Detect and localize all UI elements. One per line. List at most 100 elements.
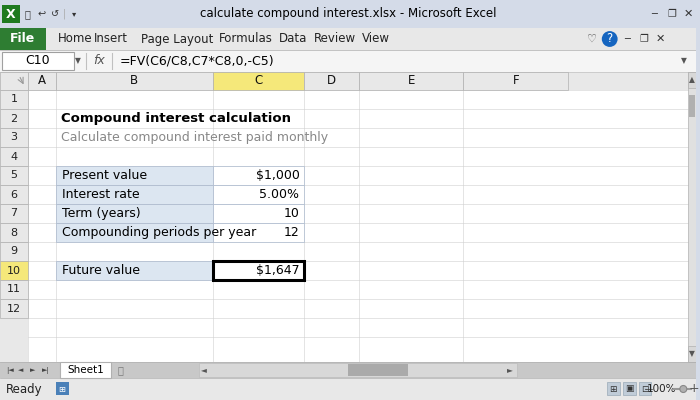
Text: calculate compound interest.xlsx - Microsoft Excel: calculate compound interest.xlsx - Micro…	[200, 8, 496, 20]
Text: ►: ►	[508, 366, 513, 374]
Bar	[0, 72, 696, 362]
Bar	[688, 72, 696, 362]
Bar	[0, 28, 696, 50]
Text: F: F	[512, 74, 519, 88]
Text: ►|: ►|	[42, 366, 50, 374]
Text: ▼: ▼	[681, 56, 687, 66]
Text: 10: 10	[284, 207, 300, 220]
Text: B: B	[130, 74, 139, 88]
Text: File: File	[10, 32, 36, 46]
Text: ◄: ◄	[201, 366, 206, 374]
Bar	[0, 223, 28, 242]
Bar	[213, 166, 304, 185]
Text: ▼: ▼	[690, 350, 695, 358]
Bar	[56, 72, 213, 90]
Bar	[0, 128, 28, 147]
Text: fx: fx	[94, 54, 105, 68]
Text: $1,647: $1,647	[256, 264, 300, 277]
Bar	[213, 204, 304, 223]
Bar	[56, 204, 213, 223]
Text: Data: Data	[279, 32, 307, 46]
Bar	[0, 280, 28, 299]
Text: ↩: ↩	[38, 9, 46, 19]
Text: View: View	[362, 32, 390, 46]
Bar	[2, 5, 20, 23]
Bar	[56, 261, 213, 280]
Bar	[638, 382, 652, 395]
Bar	[28, 72, 56, 90]
Text: 🖫: 🖫	[25, 9, 31, 19]
Bar	[359, 72, 463, 90]
Bar	[463, 72, 568, 90]
Text: D: D	[327, 74, 336, 88]
Bar	[0, 204, 28, 223]
Text: Page Layout: Page Layout	[141, 32, 214, 46]
Bar	[304, 72, 359, 90]
Bar	[607, 382, 620, 395]
Bar	[0, 72, 696, 90]
Text: ⊡: ⊡	[641, 384, 649, 394]
Bar	[348, 364, 408, 376]
Bar	[0, 378, 696, 400]
Bar	[0, 242, 28, 261]
Bar	[213, 72, 304, 90]
Text: 10: 10	[7, 266, 21, 276]
Bar	[0, 299, 28, 318]
Bar	[0, 28, 46, 50]
Text: =FV(C6/C8,C7*C8,0,-C5): =FV(C6/C8,C7*C8,0,-C5)	[120, 54, 274, 68]
Text: ↺: ↺	[50, 9, 59, 19]
Text: Interest rate: Interest rate	[62, 188, 139, 201]
Text: ►: ►	[30, 367, 35, 373]
Text: 6: 6	[10, 190, 18, 200]
Text: |◄: |◄	[6, 366, 14, 374]
Text: ♡: ♡	[587, 34, 597, 44]
Bar	[0, 147, 28, 166]
Text: X: X	[6, 8, 16, 20]
Text: Home: Home	[57, 32, 92, 46]
Text: E: E	[407, 74, 415, 88]
Text: 5.00%: 5.00%	[260, 188, 300, 201]
Bar	[688, 346, 696, 362]
Bar	[0, 0, 696, 28]
Bar	[0, 90, 28, 109]
Text: 1: 1	[10, 94, 18, 104]
Text: 3: 3	[10, 132, 18, 142]
Text: 12: 12	[7, 304, 21, 314]
Text: 9: 9	[10, 246, 18, 256]
Bar	[2, 52, 73, 70]
Text: Insert: Insert	[94, 32, 127, 46]
Text: ❐: ❐	[667, 9, 676, 19]
Text: A: A	[38, 74, 46, 88]
Text: +: +	[689, 382, 699, 396]
Text: 7: 7	[10, 208, 18, 218]
Text: ▼: ▼	[75, 56, 80, 66]
Bar	[0, 90, 28, 362]
Bar	[622, 382, 636, 395]
Bar	[0, 109, 28, 128]
Text: 100%: 100%	[647, 384, 676, 394]
Text: Review: Review	[314, 32, 356, 46]
Text: Formulas: Formulas	[219, 32, 273, 46]
Bar	[56, 223, 213, 242]
Text: ⊞: ⊞	[610, 384, 617, 394]
Text: ⊞: ⊞	[59, 384, 66, 394]
Text: C10: C10	[25, 54, 50, 68]
Text: ◄: ◄	[18, 367, 23, 373]
Text: ▣: ▣	[625, 384, 634, 394]
Text: ❐: ❐	[639, 34, 648, 44]
Bar	[60, 362, 111, 378]
Bar	[0, 185, 28, 204]
Bar	[213, 223, 304, 242]
Text: ─: ─	[652, 9, 657, 19]
Text: ─: ─	[624, 34, 629, 44]
Text: ─: ─	[645, 384, 652, 394]
Bar	[690, 95, 695, 117]
Text: ?: ?	[607, 32, 612, 46]
Bar	[56, 166, 213, 185]
Bar	[0, 261, 28, 280]
Text: 11: 11	[7, 284, 21, 294]
Text: |: |	[63, 9, 66, 19]
Text: Ready: Ready	[6, 382, 43, 396]
Bar	[0, 166, 28, 185]
Bar	[688, 72, 696, 88]
